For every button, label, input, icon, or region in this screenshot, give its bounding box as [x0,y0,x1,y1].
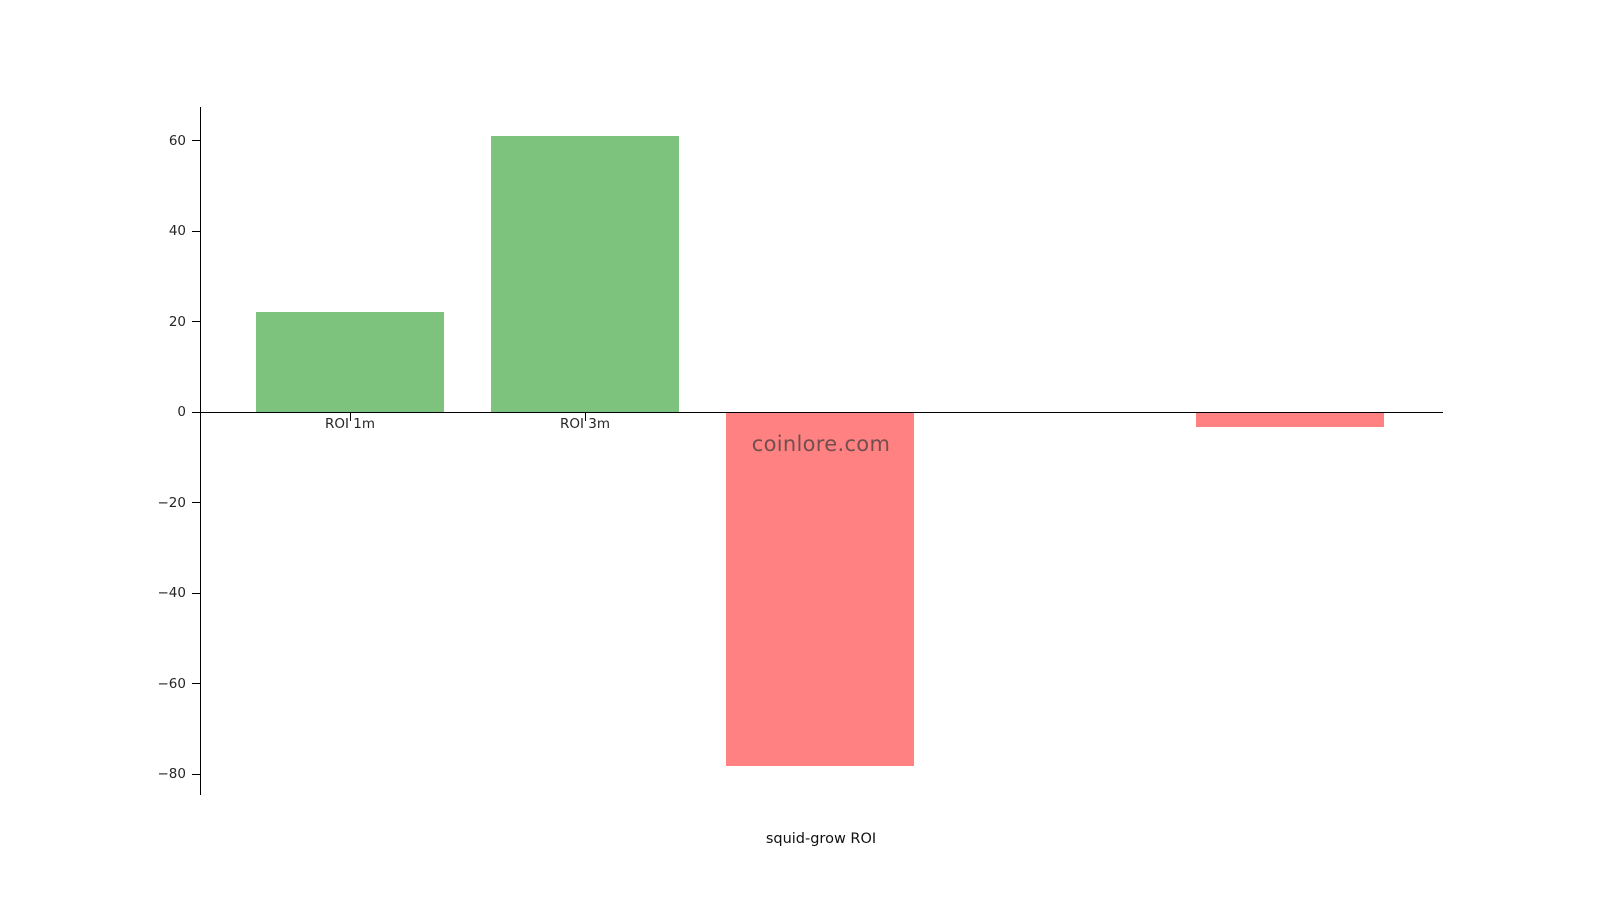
y-axis-line [200,107,202,795]
y-tick [192,773,200,775]
y-tick-label: −40 [157,585,187,601]
y-tick [192,502,200,503]
bar-category-3 [726,413,914,766]
x-tick [584,413,586,421]
y-tick [192,592,200,594]
x-tick-label: ROI 1m [324,416,376,432]
y-tick [192,140,200,141]
y-tick [192,321,200,322]
y-tick-label: −20 [157,494,187,511]
y-tick [192,411,200,413]
x-axis-title: squid-grow ROI [765,831,877,847]
y-tick-label: −60 [157,675,187,692]
y-tick-label: 0 [177,404,186,420]
y-tick-label: 20 [168,313,186,330]
y-tick [192,230,200,232]
x-tick-label: ROI 3m [559,416,611,432]
y-tick-label: 60 [168,132,186,149]
bar-roi-1m [256,312,444,412]
bar-category-5 [1196,413,1384,427]
watermark: coinlore.com [751,432,891,456]
x-axis-line [200,412,1443,414]
bar-roi-3m [491,135,679,412]
y-tick-label: −80 [157,766,187,782]
y-tick-label: 40 [168,223,186,239]
y-tick [192,683,200,684]
x-tick [349,413,351,421]
